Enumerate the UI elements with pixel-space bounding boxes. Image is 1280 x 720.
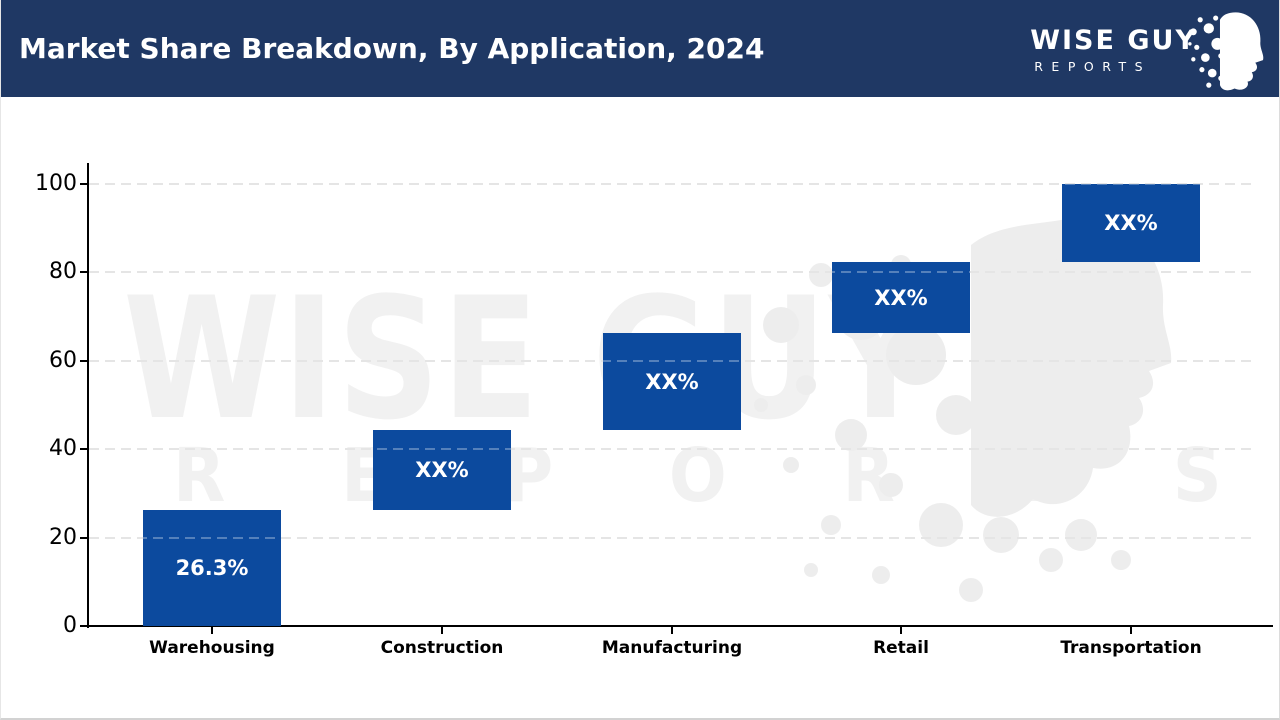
waterfall-bar-manufacturing: XX%	[603, 333, 741, 431]
gridline	[89, 183, 1256, 185]
y-tick-label: 80	[49, 259, 77, 285]
y-tick-label: 40	[49, 436, 77, 462]
y-axis-tick	[80, 536, 89, 539]
y-tick-label: 20	[49, 524, 77, 550]
y-axis-tick	[80, 448, 89, 451]
y-axis-spine	[87, 163, 89, 628]
gridline	[89, 359, 1256, 362]
watermark-face-icon	[754, 218, 1172, 602]
y-axis-tick	[80, 359, 89, 362]
x-axis-label-warehousing: Warehousing	[149, 638, 275, 658]
x-axis-tick	[1130, 627, 1132, 634]
waterfall-bar-retail: XX%	[832, 262, 970, 334]
waterfall-bar-transportation: XX%	[1062, 184, 1200, 263]
x-axis-label-construction: Construction	[380, 638, 504, 658]
x-axis-tick	[671, 627, 673, 634]
gridline-highlight	[89, 359, 1256, 362]
x-axis-label-manufacturing: Manufacturing	[601, 638, 743, 658]
gridline	[89, 271, 1256, 274]
y-axis-tick	[80, 183, 89, 185]
y-tick-label: 60	[49, 347, 77, 373]
gridline	[89, 448, 1256, 451]
x-axis-tick	[211, 627, 213, 634]
x-axis-label-retail: Retail	[873, 638, 929, 658]
logo-tagline: REPORTS	[1034, 58, 1152, 74]
bar-value-label: XX%	[874, 285, 928, 310]
gridline-highlight	[89, 448, 1256, 451]
logo-face-icon	[1188, 12, 1264, 91]
x-axis-spine	[89, 625, 1273, 627]
header-bar: Market Share Breakdown, By Application, …	[1, 0, 1279, 97]
gridline-highlight	[89, 183, 1256, 185]
waterfall-bar-warehousing: 26.3%	[143, 509, 281, 626]
bar-value-label: XX%	[645, 369, 699, 394]
watermark: WISE GUY R E P O R T S	[1, 97, 1279, 697]
y-tick-label: 100	[35, 171, 77, 196]
brand-logo: WISE GUY REPORTS	[1030, 6, 1269, 92]
gridline-highlight	[89, 271, 1256, 274]
bar-value-label: 26.3%	[175, 555, 249, 580]
y-tick-label: 0	[63, 613, 77, 638]
bar-value-label: XX%	[415, 457, 469, 482]
logo-text: WISE GUY REPORTS	[1030, 25, 1197, 74]
x-axis-label-transportation: Transportation	[1060, 638, 1202, 658]
x-axis-tick	[441, 627, 443, 634]
watermark-wordmark: WISE GUY	[123, 261, 934, 457]
gridline	[89, 536, 1256, 539]
y-axis-tick	[80, 271, 89, 274]
bar-value-label: XX%	[1104, 211, 1158, 236]
watermark-tagline: R E P O R T S	[173, 433, 1268, 519]
y-axis-tick	[80, 625, 89, 627]
waterfall-bar-construction: XX%	[373, 430, 511, 510]
logo-wordmark: WISE GUY	[1030, 24, 1197, 56]
x-axis-tick	[900, 627, 902, 634]
chart-title: Market Share Breakdown, By Application, …	[19, 32, 765, 65]
gridline-highlight	[89, 536, 1256, 539]
